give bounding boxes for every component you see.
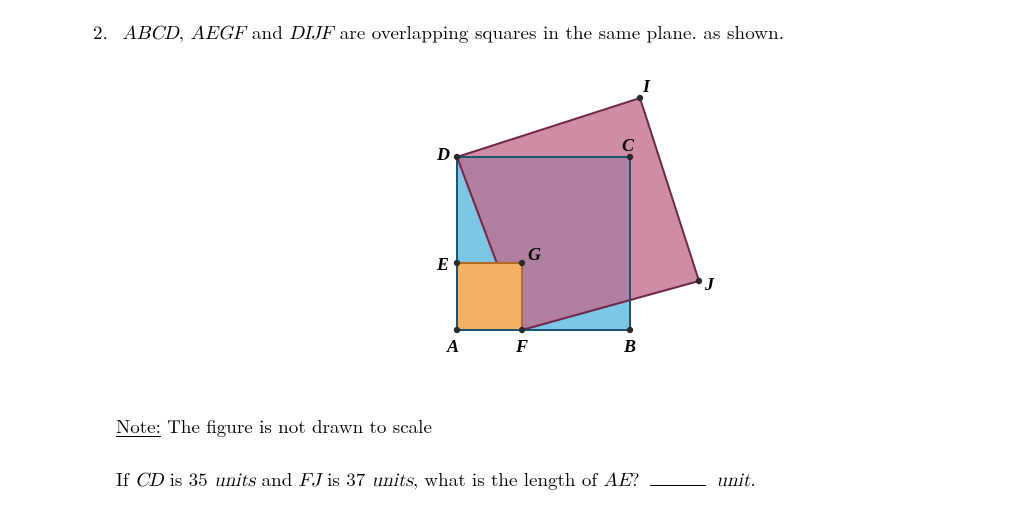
svg-text:A: A	[446, 336, 459, 356]
svg-text:F: F	[515, 336, 528, 356]
svg-text:D: D	[436, 144, 450, 164]
units-1: units	[214, 471, 255, 490]
sep-and: and	[246, 18, 290, 45]
stmt-suffix: are overlapping squares in the same plan…	[333, 18, 784, 45]
svg-text:E: E	[436, 254, 449, 274]
svg-text:J: J	[704, 274, 715, 294]
q-p2: is 35	[163, 465, 214, 492]
q-p1: If	[116, 465, 135, 492]
page-root: 2. ABCD, AEGF and DIJF are overlapping s…	[0, 0, 1024, 521]
figure: A B C D E F G I J	[362, 60, 742, 360]
unit-suffix: unit.	[716, 471, 755, 490]
problem-statement: 2. ABCD, AEGF and DIJF are overlapping s…	[84, 18, 784, 45]
q-p6: ?	[631, 465, 646, 492]
figure-svg: A B C D E F G I J	[362, 60, 742, 360]
question-line: If CD is 35 units and FJ is 37 units, wh…	[116, 465, 755, 492]
segment-cd: CD	[135, 471, 163, 490]
square-name-2: AEGF	[191, 24, 246, 43]
note-line: Note: The figure is not drawn to scale	[116, 412, 432, 439]
segment-ae: AE	[603, 471, 630, 490]
units-2: units	[372, 471, 413, 490]
q-p3: and	[255, 465, 298, 492]
note-text: The figure is not drawn to scale	[161, 412, 432, 439]
note-label: Note:	[116, 412, 161, 439]
svg-text:G: G	[528, 244, 541, 264]
square-name-1: ABCD	[122, 24, 178, 43]
q-p5: , what is the length of	[413, 465, 604, 492]
q-p4: is 37	[321, 465, 372, 492]
segment-fj: FJ	[299, 471, 321, 490]
svg-text:B: B	[623, 336, 636, 356]
problem-number: 2.	[84, 18, 108, 45]
svg-text:C: C	[622, 135, 635, 155]
svg-text:I: I	[642, 76, 651, 96]
square-name-3: DIJF	[289, 24, 333, 43]
sep-comma-1: ,	[179, 18, 191, 45]
answer-blank[interactable]	[650, 466, 706, 486]
